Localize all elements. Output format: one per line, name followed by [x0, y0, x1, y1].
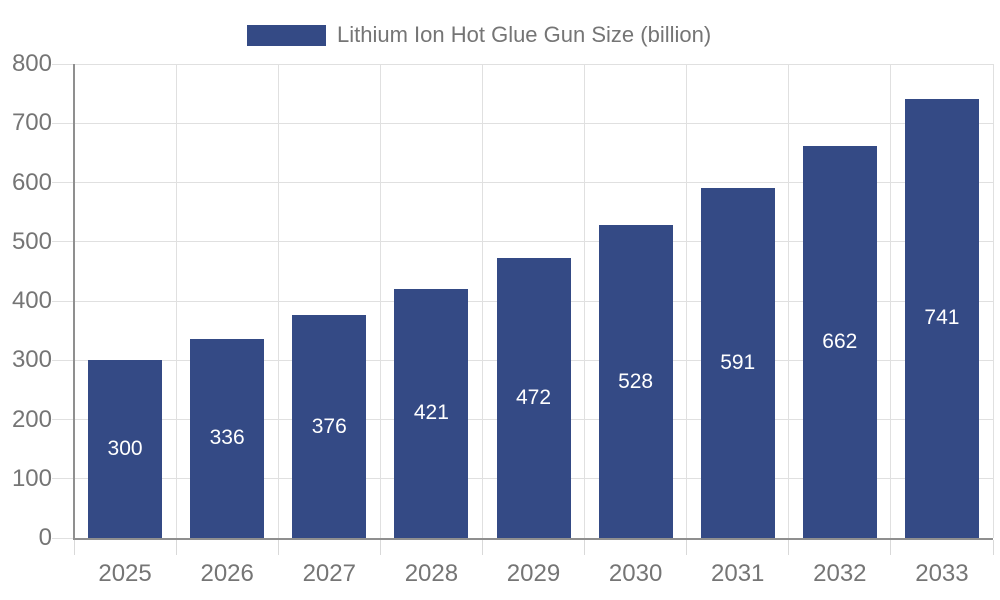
y-axis-tick [52, 359, 74, 361]
y-tick-label: 400 [11, 287, 52, 314]
gridline-horizontal [74, 122, 993, 124]
x-axis-tick [175, 539, 177, 555]
gridline-vertical [788, 64, 790, 538]
x-axis-label: 2031 [711, 560, 765, 587]
y-tick-label: 300 [11, 346, 52, 374]
x-axis-tick [992, 539, 994, 555]
gridline-horizontal [74, 182, 993, 183]
x-axis-tick [788, 539, 790, 555]
x-axis-label: 2032 [813, 560, 867, 587]
gridline-vertical [175, 64, 177, 538]
bar-value-label: 591 [720, 350, 756, 374]
bar-2033[interactable] [904, 98, 979, 538]
x-axis-tick [277, 539, 279, 555]
y-axis-tick [52, 300, 74, 302]
y-axis-line [73, 64, 75, 540]
x-axis-tick [379, 539, 381, 555]
bar-value-label: 300 [107, 437, 143, 461]
y-axis-tick [52, 241, 74, 243]
gridline-horizontal [74, 241, 993, 243]
y-tick-label: 600 [11, 168, 52, 196]
x-axis-tick [481, 539, 483, 555]
bar-2027[interactable] [292, 315, 367, 538]
y-axis-tick [52, 478, 74, 480]
bar-2031[interactable] [700, 187, 775, 538]
x-axis-tick [890, 539, 892, 555]
y-axis-tick [52, 63, 74, 65]
x-axis-label: 2025 [98, 560, 152, 587]
bar-2029[interactable] [496, 258, 571, 538]
legend-swatch[interactable] [247, 24, 326, 46]
y-tick-label: 800 [11, 50, 52, 77]
y-tick-label: 700 [11, 109, 52, 137]
gridline-vertical [481, 64, 483, 538]
bar-value-label: 528 [618, 369, 654, 393]
bar-2028[interactable] [394, 288, 469, 538]
x-axis-tick [584, 539, 586, 555]
y-tick-label: 0 [38, 524, 52, 551]
bar-value-label: 336 [209, 426, 245, 450]
x-axis-line [73, 538, 993, 540]
x-axis-tick [73, 539, 75, 555]
bar-value-label: 376 [311, 414, 347, 438]
legend-label: Lithium Ion Hot Glue Gun Size (billion) [337, 22, 712, 47]
x-axis-label: 2026 [200, 560, 254, 587]
x-axis-label: 2028 [404, 560, 459, 587]
y-axis-tick [52, 122, 74, 124]
gridline-vertical [277, 64, 279, 538]
y-axis-tick [52, 182, 74, 183]
x-axis-label: 2029 [506, 560, 561, 587]
gridline-vertical [584, 64, 586, 538]
gridline-vertical [379, 64, 381, 538]
x-axis-label: 2033 [915, 560, 969, 587]
x-axis-label: 2027 [302, 560, 356, 587]
bar-value-label: 421 [413, 401, 449, 425]
x-axis-tick [686, 539, 688, 555]
bar-value-label: 662 [822, 329, 858, 353]
bar-2030[interactable] [598, 225, 673, 538]
bar-2032[interactable] [802, 145, 877, 538]
x-axis-label: 2030 [608, 560, 663, 587]
bar-value-label: 741 [924, 306, 960, 330]
y-axis-tick [52, 419, 74, 420]
y-axis-tick [52, 537, 74, 539]
bar-2026[interactable] [190, 338, 265, 538]
gridline-vertical [890, 64, 892, 538]
y-tick-label: 100 [11, 464, 52, 492]
legend[interactable]: Lithium Ion Hot Glue Gun Size (billion) [247, 22, 711, 48]
y-tick-label: 200 [11, 405, 52, 433]
bar-value-label: 472 [515, 386, 552, 410]
bar-2025[interactable] [88, 360, 163, 538]
gridline-vertical [686, 64, 688, 538]
gridline-horizontal [74, 63, 993, 65]
y-tick-label: 500 [11, 227, 52, 255]
gridline-vertical [992, 64, 994, 538]
